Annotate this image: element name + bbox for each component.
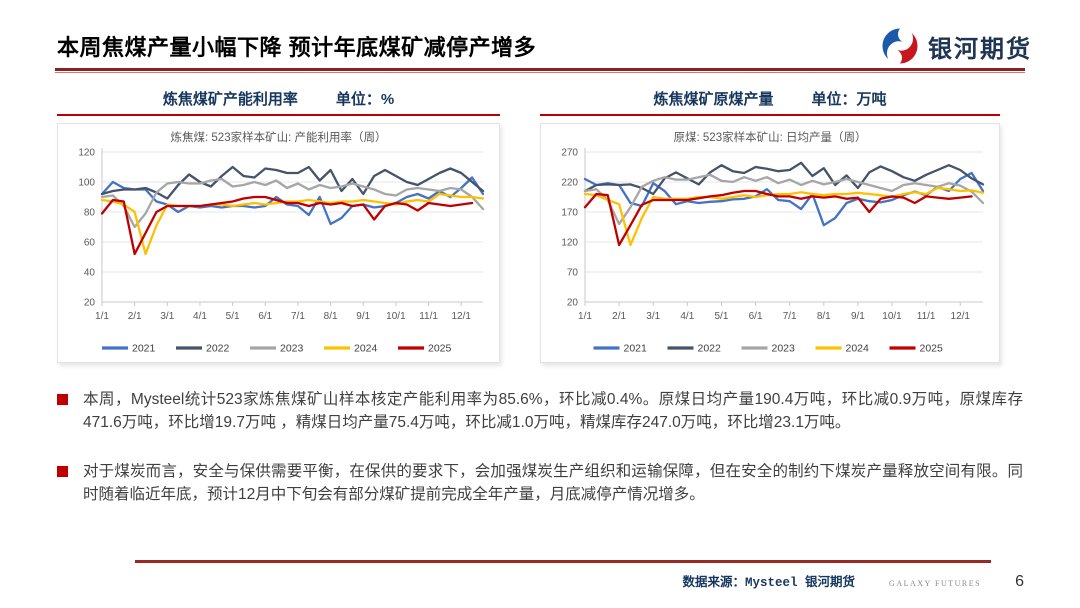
legend-label-2023: 2023: [772, 343, 796, 355]
series-line-2025: [583, 189, 973, 247]
y-axis-tick-label: 120: [78, 148, 95, 159]
y-axis-tick-label: 20: [567, 298, 579, 309]
chart-title: 原煤: 523家样本矿山: 日均产量（周）: [674, 130, 867, 144]
x-axis-tick-label: 11/1: [917, 311, 936, 322]
panel-unit-label: 单位：万吨: [811, 91, 887, 108]
x-axis-tick-label: 6/1: [258, 311, 272, 322]
x-axis-tick-label: 6/1: [749, 311, 763, 322]
bullet-text: 本周，Mysteel统计523家炼焦煤矿山样本核定产能利用率为85.6%，环比减…: [83, 391, 1023, 432]
series-line-2021: [100, 176, 485, 226]
legend-label-2025: 2025: [920, 343, 944, 355]
x-axis-tick-label: 4/1: [193, 311, 207, 322]
bullet-square-icon: [57, 394, 68, 405]
bullet-item: 对于煤炭而言，安全与保供需要平衡，在保供的要求下，会加强煤炭生产组织和运输保障，…: [57, 460, 1023, 507]
chart-raw-coal-output: 原煤: 523家样本矿山: 日均产量（周） 20 70 120 170 220 270 1/1…: [540, 123, 1000, 363]
bullet-item: 本周，Mysteel统计523家炼焦煤矿山样本核定产能利用率为85.6%，环比减…: [57, 388, 1023, 435]
x-axis-tick-label: 3/1: [160, 311, 174, 322]
line-chart-svg: 原煤: 523家样本矿山: 日均产量（周） 20 70 120 170 220 270 1/1…: [561, 130, 985, 355]
x-axis-tick-label: 5/1: [715, 311, 729, 322]
y-axis-tick-label: 70: [567, 268, 579, 279]
footer: 数据来源：Mysteel 银河期货 GALAXY FUTURES 6: [683, 571, 1024, 591]
panel-unit-label: 单位：%: [335, 91, 395, 108]
brand-label: GALAXY FUTURES: [889, 579, 982, 588]
legend-label-2022: 2022: [698, 343, 722, 355]
chart-title: 炼焦煤: 523家样本矿山: 产能利用率（周）: [171, 130, 387, 144]
x-axis-tick-label: 10/1: [882, 311, 902, 322]
series-line-2022: [100, 165, 485, 200]
x-axis-tick-label: 7/1: [783, 311, 797, 322]
galaxy-logo-icon: [882, 28, 918, 64]
series-line-2023: [583, 173, 985, 226]
legend-label-2024: 2024: [846, 343, 870, 355]
x-axis-tick-label: 2/1: [128, 311, 142, 322]
panel-header: 炼焦煤矿原煤产量 单位：万吨: [540, 88, 1000, 116]
footer-divider: [135, 560, 991, 563]
x-axis-tick-label: 9/1: [851, 311, 865, 322]
title-divider: [55, 68, 1025, 74]
panel-capacity-utilization: 炼焦煤矿产能利用率 单位：% 炼焦煤: 523家样本矿山: 产能利用率（周） 20…: [57, 88, 500, 363]
x-axis-tick-label: 5/1: [226, 311, 240, 322]
x-axis-tick-label: 11/1: [419, 311, 438, 322]
series-line-2023: [100, 177, 485, 229]
galaxy-futures-logo: 银河期货: [880, 26, 1032, 66]
panel-title: 炼焦煤矿产能利用率: [162, 91, 298, 108]
bullet-square-icon: [57, 465, 68, 477]
panel-header: 炼焦煤矿产能利用率 单位：%: [57, 88, 500, 116]
series-line-2025: [100, 195, 474, 256]
logo-text: 银河期货: [928, 35, 1032, 63]
x-axis-tick-label: 12/1: [951, 311, 971, 322]
y-axis-tick-label: 220: [561, 178, 578, 189]
legend-label-2023: 2023: [280, 343, 304, 355]
x-axis-tick-label: 3/1: [646, 311, 660, 322]
page-number: 6: [1015, 573, 1024, 590]
y-axis-tick-label: 120: [561, 238, 578, 249]
y-axis-tick-label: 60: [84, 238, 96, 249]
bullet-text: 对于煤炭而言，安全与保供需要平衡，在保供的要求下，会加强煤炭生产组织和运输保障，…: [83, 462, 1023, 503]
x-axis-tick-label: 1/1: [578, 311, 592, 322]
legend-label-2022: 2022: [206, 343, 230, 355]
x-axis-tick-label: 8/1: [817, 311, 831, 322]
x-axis-tick-label: 8/1: [324, 311, 338, 322]
y-axis-tick-label: 100: [78, 178, 95, 189]
x-axis-tick-label: 10/1: [386, 311, 406, 322]
data-source-label: 数据来源：Mysteel 银河期货: [682, 576, 856, 590]
x-axis-tick-label: 1/1: [95, 311, 109, 322]
chart-capacity-utilization: 炼焦煤: 523家样本矿山: 产能利用率（周） 20 40 60 80 100 120 1/1…: [57, 123, 500, 363]
y-axis-tick-label: 20: [84, 298, 96, 309]
page-title: 本周焦煤产量小幅下降 预计年底煤矿减停产增多: [57, 35, 537, 60]
legend-label-2021: 2021: [132, 343, 156, 355]
x-axis-tick-label: 2/1: [612, 311, 626, 322]
x-axis-tick-label: 9/1: [356, 311, 370, 322]
y-axis-tick-label: 170: [561, 208, 578, 219]
summary-bullets: 本周，Mysteel统计523家炼焦煤矿山样本核定产能利用率为85.6%，环比减…: [57, 388, 1023, 531]
x-axis-tick-label: 12/1: [451, 311, 471, 322]
x-axis-tick-label: 4/1: [680, 311, 694, 322]
line-chart-svg: 炼焦煤: 523家样本矿山: 产能利用率（周） 20 40 60 80 100 120 1/1…: [78, 130, 485, 355]
legend-label-2024: 2024: [354, 343, 378, 355]
panel-raw-coal-output: 炼焦煤矿原煤产量 单位：万吨 原煤: 523家样本矿山: 日均产量（周） 20 70…: [540, 88, 1000, 363]
y-axis-tick-label: 270: [561, 148, 578, 159]
legend-label-2021: 2021: [624, 343, 648, 355]
panel-title: 炼焦煤矿原煤产量: [653, 91, 774, 108]
series-line-2022: [583, 161, 985, 196]
y-axis-tick-label: 80: [84, 208, 96, 219]
y-axis-tick-label: 40: [84, 268, 96, 279]
x-axis-tick-label: 7/1: [291, 311, 305, 322]
legend-label-2025: 2025: [428, 343, 452, 355]
